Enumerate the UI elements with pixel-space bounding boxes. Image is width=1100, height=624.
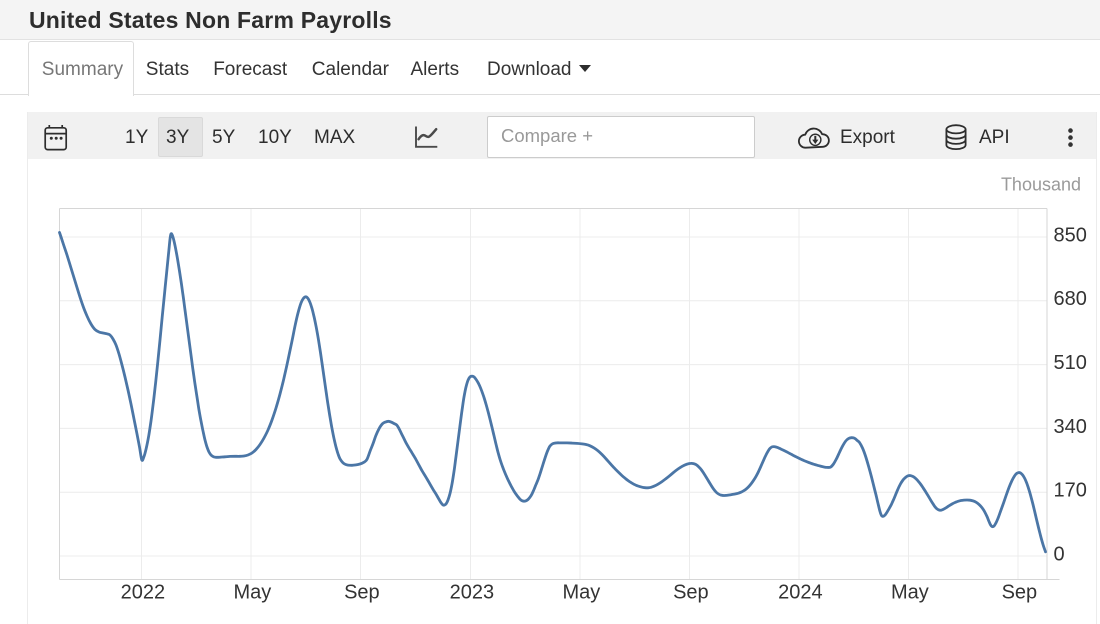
svg-text:May: May — [234, 581, 272, 603]
svg-text:Sep: Sep — [673, 581, 709, 603]
svg-text:2024: 2024 — [778, 581, 823, 603]
svg-text:Sep: Sep — [1002, 581, 1038, 603]
svg-text:510: 510 — [1054, 352, 1087, 374]
svg-text:Thousand: Thousand — [1001, 175, 1081, 195]
svg-text:850: 850 — [1054, 224, 1087, 246]
svg-text:May: May — [563, 581, 601, 603]
svg-text:0: 0 — [1054, 543, 1065, 565]
svg-text:170: 170 — [1054, 480, 1087, 502]
svg-text:May: May — [891, 581, 929, 603]
svg-text:680: 680 — [1054, 288, 1087, 310]
svg-text:2023: 2023 — [450, 581, 495, 603]
svg-text:Sep: Sep — [344, 581, 380, 603]
svg-text:2022: 2022 — [121, 581, 166, 603]
svg-text:340: 340 — [1054, 416, 1087, 438]
